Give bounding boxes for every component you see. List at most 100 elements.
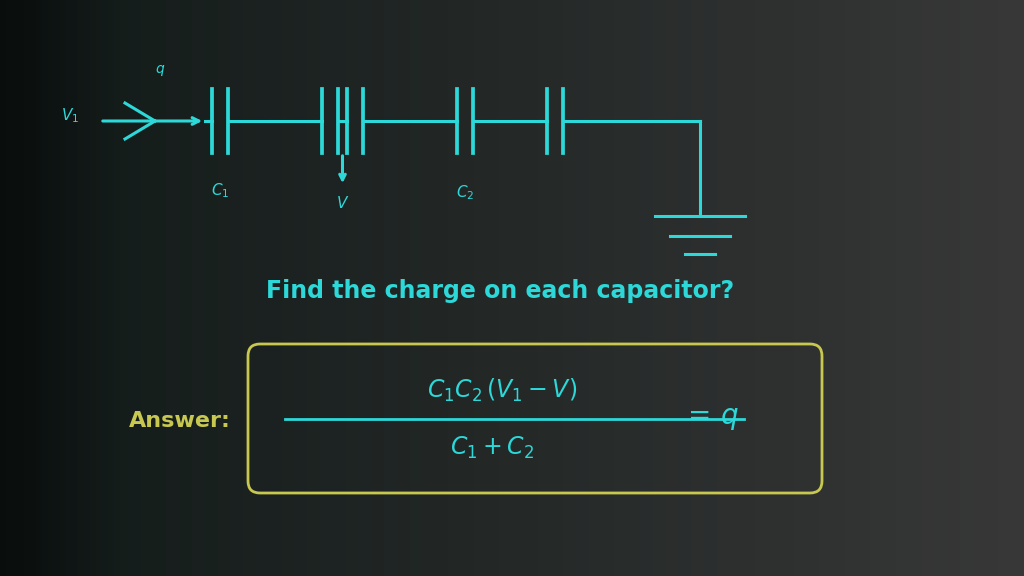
Bar bbox=[730, 0, 744, 576]
Bar bbox=[48, 0, 54, 576]
Bar bbox=[6, 0, 12, 576]
Bar bbox=[1012, 0, 1024, 576]
Bar bbox=[512, 0, 526, 576]
Bar bbox=[268, 0, 284, 576]
Bar bbox=[295, 0, 309, 576]
Bar bbox=[26, 0, 40, 576]
Bar bbox=[961, 0, 975, 576]
Bar bbox=[870, 0, 885, 576]
Bar bbox=[500, 0, 514, 576]
Text: $C_1 + C_2$: $C_1 + C_2$ bbox=[450, 434, 535, 461]
Bar bbox=[794, 0, 808, 576]
Bar bbox=[666, 0, 680, 576]
Bar bbox=[77, 0, 91, 576]
Text: q: q bbox=[156, 62, 165, 76]
Bar bbox=[24, 0, 30, 576]
Text: V: V bbox=[337, 195, 348, 210]
Bar bbox=[244, 0, 258, 576]
Bar bbox=[307, 0, 322, 576]
Bar bbox=[358, 0, 373, 576]
Bar bbox=[78, 0, 84, 576]
Bar bbox=[947, 0, 962, 576]
Bar bbox=[96, 0, 102, 576]
Bar bbox=[0, 0, 6, 576]
Bar bbox=[36, 0, 42, 576]
Bar bbox=[883, 0, 898, 576]
Bar bbox=[551, 0, 565, 576]
Bar bbox=[115, 0, 130, 576]
Bar bbox=[384, 0, 398, 576]
Bar bbox=[54, 0, 60, 576]
Bar bbox=[60, 0, 66, 576]
Bar bbox=[205, 0, 219, 576]
Text: Find the charge on each capacitor?: Find the charge on each capacitor? bbox=[266, 279, 734, 303]
Bar bbox=[410, 0, 424, 576]
Bar bbox=[449, 0, 463, 576]
Bar bbox=[12, 0, 28, 576]
Bar bbox=[998, 0, 1013, 576]
Text: $C_1$: $C_1$ bbox=[211, 181, 229, 200]
Bar bbox=[166, 0, 181, 576]
Bar bbox=[755, 0, 770, 576]
Bar bbox=[63, 0, 79, 576]
Text: Answer:: Answer: bbox=[129, 411, 231, 431]
Bar bbox=[18, 0, 24, 576]
Bar bbox=[461, 0, 475, 576]
Text: $C_1C_2\,(V_1 - V)$: $C_1C_2\,(V_1 - V)$ bbox=[427, 377, 578, 404]
Bar bbox=[807, 0, 821, 576]
Bar bbox=[140, 0, 156, 576]
Bar bbox=[742, 0, 757, 576]
Bar bbox=[525, 0, 540, 576]
Bar bbox=[42, 0, 48, 576]
Bar bbox=[575, 0, 591, 576]
Text: $C_2$: $C_2$ bbox=[456, 184, 474, 202]
Bar bbox=[909, 0, 924, 576]
Bar bbox=[679, 0, 693, 576]
Bar bbox=[922, 0, 936, 576]
Bar bbox=[705, 0, 719, 576]
Bar bbox=[102, 0, 117, 576]
Bar bbox=[985, 0, 1000, 576]
Bar bbox=[346, 0, 360, 576]
Bar bbox=[896, 0, 910, 576]
Bar bbox=[154, 0, 168, 576]
Bar bbox=[51, 0, 66, 576]
Bar bbox=[589, 0, 603, 576]
Bar bbox=[218, 0, 232, 576]
Bar bbox=[0, 0, 14, 576]
Bar bbox=[114, 0, 120, 576]
Text: $V_1$: $V_1$ bbox=[60, 107, 79, 126]
Bar bbox=[768, 0, 782, 576]
Bar bbox=[128, 0, 142, 576]
Bar bbox=[12, 0, 18, 576]
Bar bbox=[845, 0, 859, 576]
Bar bbox=[30, 0, 36, 576]
Bar bbox=[102, 0, 108, 576]
Bar bbox=[614, 0, 629, 576]
Bar bbox=[691, 0, 706, 576]
Text: $= \, q$: $= \, q$ bbox=[682, 404, 739, 433]
Bar bbox=[333, 0, 347, 576]
Bar bbox=[831, 0, 847, 576]
Bar bbox=[39, 0, 53, 576]
Bar bbox=[627, 0, 642, 576]
Bar bbox=[66, 0, 72, 576]
Bar bbox=[640, 0, 654, 576]
Bar bbox=[179, 0, 194, 576]
Bar bbox=[256, 0, 270, 576]
Bar bbox=[193, 0, 207, 576]
Bar bbox=[602, 0, 616, 576]
Bar bbox=[563, 0, 578, 576]
Bar bbox=[473, 0, 488, 576]
Bar bbox=[717, 0, 731, 576]
Bar bbox=[858, 0, 872, 576]
Bar bbox=[653, 0, 668, 576]
Bar bbox=[371, 0, 386, 576]
Bar bbox=[90, 0, 104, 576]
Bar bbox=[486, 0, 501, 576]
Bar bbox=[538, 0, 552, 576]
Bar bbox=[90, 0, 96, 576]
Bar bbox=[780, 0, 796, 576]
Bar bbox=[108, 0, 114, 576]
Bar bbox=[72, 0, 78, 576]
